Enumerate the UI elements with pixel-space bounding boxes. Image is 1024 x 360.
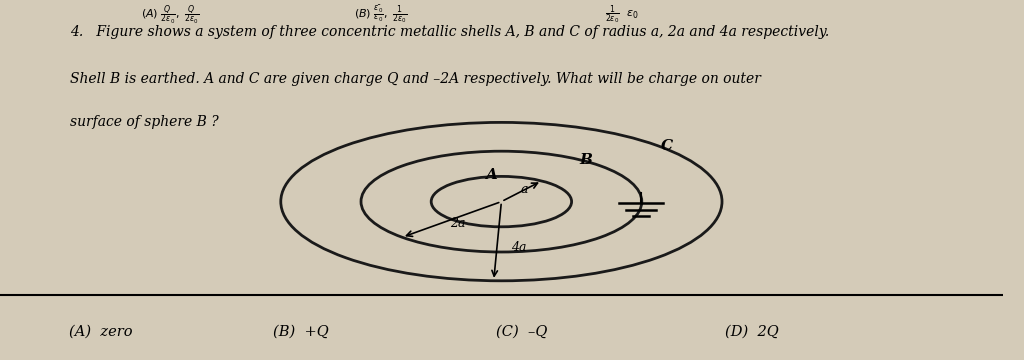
Text: 4a: 4a xyxy=(511,241,526,254)
Text: A: A xyxy=(485,168,497,182)
Text: Shell B is earthed. A and C are given charge Q and –2A respectively. What will b: Shell B is earthed. A and C are given ch… xyxy=(71,72,761,86)
Text: $(A)\ \frac{Q}{2\varepsilon_0},\ \frac{Q}{2\varepsilon_0}$: $(A)\ \frac{Q}{2\varepsilon_0},\ \frac{Q… xyxy=(141,4,200,27)
Text: 2a: 2a xyxy=(451,216,466,230)
Text: B: B xyxy=(580,153,592,167)
Text: C: C xyxy=(660,139,673,153)
Text: $(B)\ \frac{\bar{\varepsilon_0}}{\varepsilon_0},\ \frac{1}{2\varepsilon_0}$: $(B)\ \frac{\bar{\varepsilon_0}}{\vareps… xyxy=(354,4,408,25)
Text: (C)  –Q: (C) –Q xyxy=(496,324,547,338)
Text: (A)  zero: (A) zero xyxy=(69,324,132,338)
Text: $\frac{1}{2\varepsilon_0}\ \ \varepsilon_0$: $\frac{1}{2\varepsilon_0}\ \ \varepsilon… xyxy=(605,4,639,26)
Text: (B)  +Q: (B) +Q xyxy=(273,324,329,338)
Text: surface of sphere B ?: surface of sphere B ? xyxy=(71,115,219,129)
Text: 4.   Figure shows a system of three concentric metallic shells A, B and C of rad: 4. Figure shows a system of three concen… xyxy=(71,25,829,39)
Text: (D)  2Q: (D) 2Q xyxy=(725,324,779,338)
Text: a: a xyxy=(521,183,528,196)
